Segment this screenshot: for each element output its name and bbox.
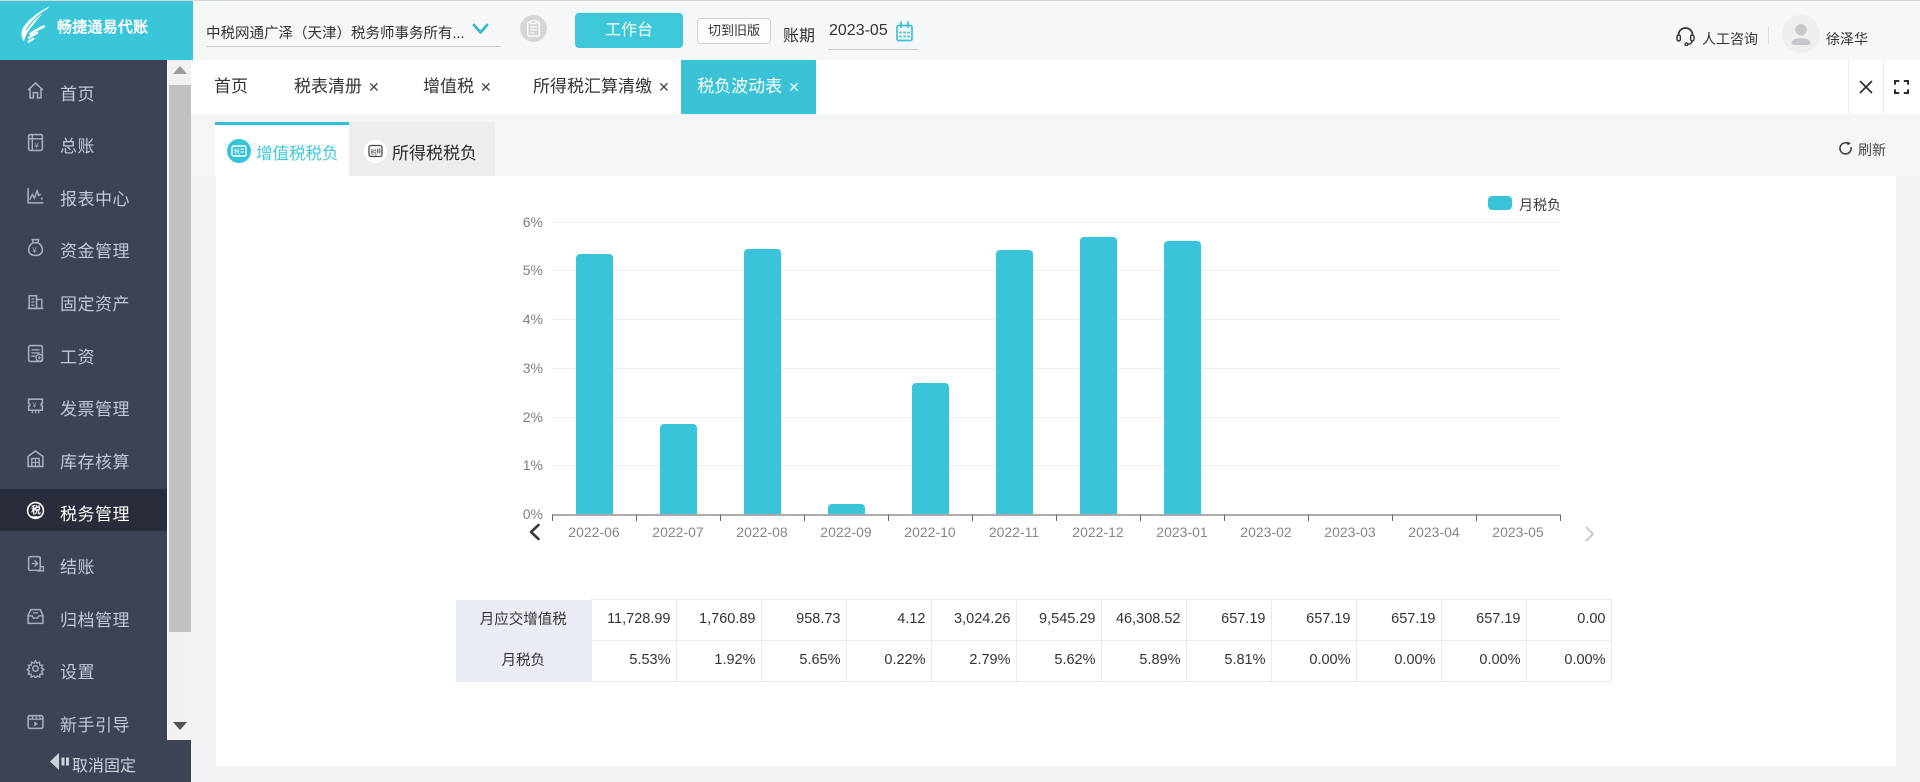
svg-text:税: 税 <box>370 147 377 156</box>
svg-text:¥: ¥ <box>33 402 37 409</box>
svg-text:¥: ¥ <box>34 141 39 150</box>
svg-text:¥: ¥ <box>31 245 37 255</box>
svg-text:税: 税 <box>31 505 41 517</box>
svg-text:税: 税 <box>234 148 240 156</box>
